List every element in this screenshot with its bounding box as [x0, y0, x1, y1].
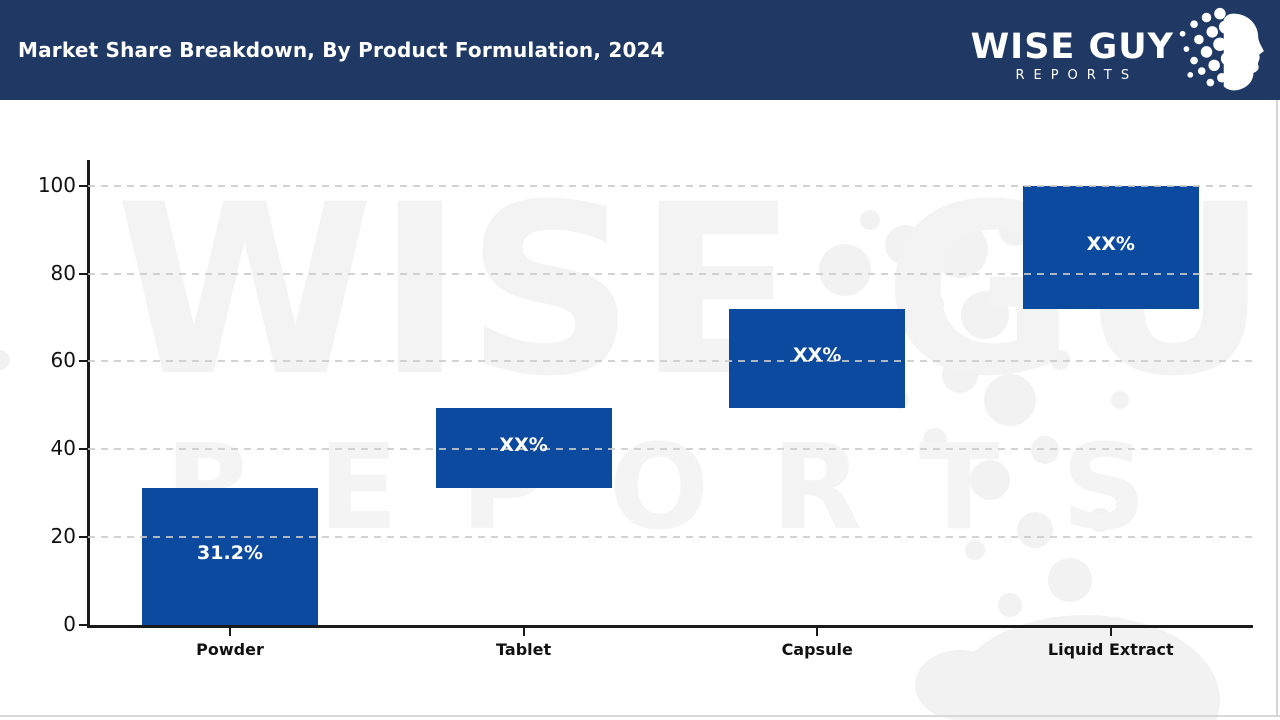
y-tick-60 [79, 360, 87, 363]
y-tick-label-80: 80 [50, 260, 76, 285]
chart-title: Market Share Breakdown, By Product Formu… [18, 38, 665, 62]
brand-logo: WISE GUY REPORTS [971, 6, 1266, 94]
gridline-20 [88, 536, 1253, 539]
bar-value-label: XX% [499, 433, 548, 456]
x-category-label: Liquid Extract [1047, 640, 1174, 659]
x-tick-2 [816, 628, 819, 636]
bar-value-label: XX% [793, 344, 842, 367]
y-tick-40 [79, 448, 87, 451]
brand-text: WISE GUY REPORTS [971, 28, 1174, 83]
y-tick-label-40: 40 [50, 436, 76, 461]
y-tick-label-100: 100 [37, 172, 76, 197]
page-right-border [1276, 100, 1278, 716]
watermark-subtext: REPORTS [165, 418, 1209, 556]
x-tick-0 [229, 628, 231, 636]
y-tick-80 [79, 272, 87, 275]
x-category-label: Powder [196, 640, 264, 659]
brand-name: WISE GUY [970, 26, 1174, 67]
y-axis-spine [87, 160, 90, 628]
brand-subname: REPORTS [1015, 67, 1139, 83]
bar-value-label: XX% [1086, 233, 1135, 256]
bar-tablet [435, 407, 612, 488]
y-tick-20 [79, 536, 87, 539]
x-category-label: Capsule [781, 640, 853, 659]
header-bar: Market Share Breakdown, By Product Formu… [0, 0, 1280, 100]
x-tick-1 [522, 628, 525, 636]
chart-canvas: WISE GU REPORTS 0 20 40 60 80 100 31.2% Powder X… [0, 100, 1280, 720]
y-tick-label-20: 20 [50, 524, 76, 549]
y-tick-0 [79, 624, 87, 626]
dotted-head-icon [1179, 7, 1264, 91]
gridline-40 [88, 448, 1253, 451]
bar-capsule [729, 308, 906, 408]
y-tick-label-0: 0 [63, 612, 76, 636]
x-axis-spine [87, 625, 1253, 628]
y-tick-label-60: 60 [50, 348, 76, 373]
gridline-100 [88, 184, 1253, 187]
gridline-80 [88, 272, 1253, 275]
x-tick-3 [1109, 628, 1112, 636]
gridline-60 [88, 360, 1253, 363]
bar-powder [142, 487, 318, 625]
bar-value-label: 31.2% [197, 542, 263, 565]
y-tick-100 [79, 184, 87, 187]
x-category-label: Tablet [496, 640, 552, 659]
page-bottom-border [0, 715, 1280, 717]
bar-liquid-extract [1022, 185, 1199, 309]
